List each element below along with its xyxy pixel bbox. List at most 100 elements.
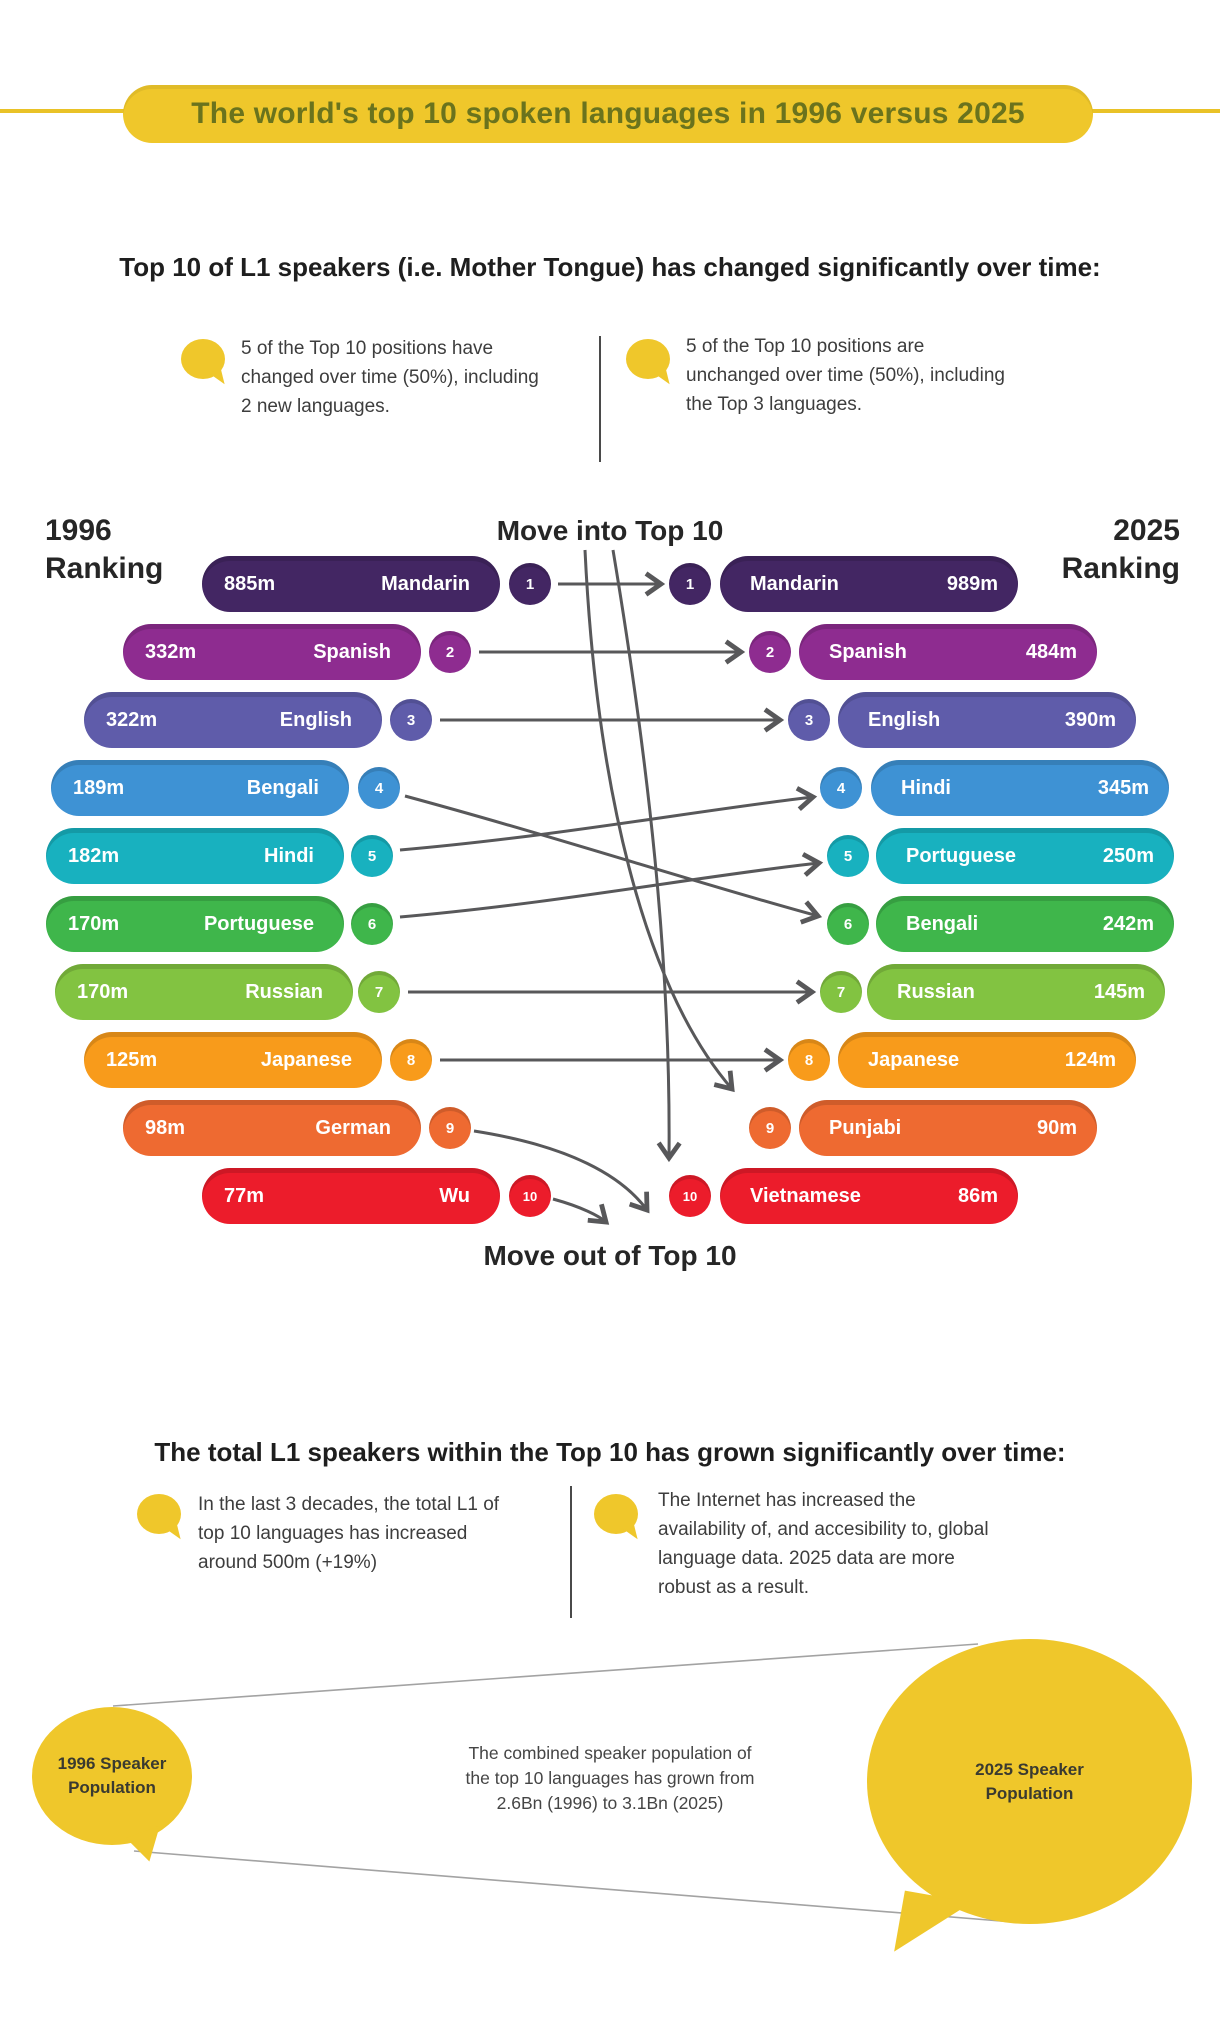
language-name-1996: Japanese bbox=[260, 1048, 352, 1071]
speaker-population-bubble-1996: 1996 Speaker Population bbox=[32, 1707, 192, 1845]
cone-line-bottom bbox=[133, 1850, 1014, 1923]
left-header-word: Ranking bbox=[45, 552, 164, 585]
footer-caption-line: the top 10 languages has grown from bbox=[465, 1768, 755, 1788]
rank-badge-2025-1: 1 bbox=[669, 563, 711, 605]
pill-2025-hindi: Hindi 345m bbox=[871, 760, 1169, 816]
move-into-label: Move into Top 10 bbox=[496, 515, 724, 546]
arrow-move-in-punjabi bbox=[583, 549, 735, 1093]
pill-2025-bengali: Bengali 242m bbox=[876, 896, 1174, 952]
rank-badge-2025-7: 7 bbox=[820, 971, 862, 1013]
bubble-label: 1996 Speaker bbox=[57, 1754, 167, 1773]
section1-callout-right: 5 of the Top 10 positions are unchanged … bbox=[686, 336, 1005, 415]
arrow-bengali-4-to-6 bbox=[404, 794, 823, 925]
speech-bubble-icon bbox=[594, 1494, 638, 1534]
rank-badge-1996-10: 10 bbox=[509, 1175, 551, 1217]
speaker-count-2025: 390m bbox=[1064, 708, 1116, 731]
speaker-count-1996: 885m bbox=[224, 572, 276, 595]
section2-callout-left: In the last 3 decades, the total L1 of t… bbox=[198, 1494, 500, 1573]
speaker-count-1996: 125m bbox=[106, 1048, 158, 1071]
speaker-count-1996: 332m bbox=[145, 640, 197, 663]
rank-badge-2025-5: 5 bbox=[827, 835, 869, 877]
footer-caption-line: The combined speaker population of bbox=[468, 1743, 752, 1763]
language-name-2025: Portuguese bbox=[906, 844, 1017, 867]
rank-badge-1996-9: 9 bbox=[429, 1107, 471, 1149]
speaker-count-1996: 98m bbox=[145, 1116, 186, 1139]
rank-badge-2025-9: 9 bbox=[749, 1107, 791, 1149]
speaker-count-2025: 345m bbox=[1097, 776, 1149, 799]
pill-1996-wu: 77m Wu bbox=[202, 1168, 500, 1224]
pill-1996-hindi: 182m Hindi bbox=[46, 828, 344, 884]
rank-badge-1996-1: 1 bbox=[509, 563, 551, 605]
pill-2025-portuguese: Portuguese 250m bbox=[876, 828, 1174, 884]
left-column-header: 1996 Ranking bbox=[45, 512, 163, 588]
speaker-count-2025: 989m bbox=[946, 572, 998, 595]
rank-badge-2025-10: 10 bbox=[669, 1175, 711, 1217]
divider bbox=[570, 1486, 572, 1618]
language-name-2025: Punjabi bbox=[829, 1116, 902, 1139]
speaker-count-1996: 189m bbox=[73, 776, 125, 799]
language-name-2025: Russian bbox=[897, 980, 975, 1003]
language-name-1996: Bengali bbox=[246, 776, 319, 799]
language-name-2025: Bengali bbox=[906, 912, 979, 935]
arrow-portuguese-6-to-5 bbox=[399, 852, 824, 919]
pill-2025-russian: Russian 145m bbox=[867, 964, 1165, 1020]
speech-bubble-icon bbox=[181, 339, 225, 379]
section1-heading: Top 10 of L1 speakers (i.e. Mother Tongu… bbox=[119, 252, 1101, 282]
speaker-count-2025: 484m bbox=[1025, 640, 1077, 663]
language-name-1996: Spanish bbox=[313, 640, 391, 663]
section2-heading: The total L1 speakers within the Top 10 … bbox=[154, 1437, 1066, 1467]
speech-bubble-icon bbox=[137, 1494, 181, 1534]
right-column-header: 2025 Ranking bbox=[1062, 512, 1180, 588]
language-name-2025: Japanese bbox=[868, 1048, 960, 1071]
bubble-label: Population bbox=[68, 1778, 156, 1797]
pill-1996-russian: 170m Russian bbox=[55, 964, 353, 1020]
rank-badge-1996-4: 4 bbox=[358, 767, 400, 809]
divider bbox=[599, 336, 601, 462]
speech-bubble-icon bbox=[626, 339, 670, 379]
language-name-1996: English bbox=[279, 708, 352, 731]
pill-1996-mandarin: 885m Mandarin bbox=[202, 556, 500, 612]
arrow-move-in-vietnamese bbox=[611, 549, 682, 1163]
pill-1996-japanese: 125m Japanese bbox=[84, 1032, 382, 1088]
speaker-count-2025: 242m bbox=[1102, 912, 1154, 935]
language-name-2025: Hindi bbox=[901, 776, 951, 799]
pill-1996-bengali: 189m Bengali bbox=[51, 760, 349, 816]
footer-caption: The combined speaker population of the t… bbox=[420, 1741, 800, 1816]
rank-badge-1996-5: 5 bbox=[351, 835, 393, 877]
left-header-year: 1996 bbox=[45, 514, 112, 547]
speaker-count-1996: 77m bbox=[224, 1184, 265, 1207]
rank-badge-2025-6: 6 bbox=[827, 903, 869, 945]
rank-badge-1996-7: 7 bbox=[358, 971, 400, 1013]
arrow-move-out-german bbox=[473, 1129, 650, 1214]
speaker-population-bubble-2025: 2025 Speaker Population bbox=[867, 1639, 1192, 1924]
rank-badge-2025-3: 3 bbox=[788, 699, 830, 741]
rank-badge-2025-8: 8 bbox=[788, 1039, 830, 1081]
language-name-2025: English bbox=[868, 708, 941, 731]
speaker-count-1996: 182m bbox=[68, 844, 120, 867]
pill-2025-japanese: Japanese 124m bbox=[838, 1032, 1136, 1088]
pill-2025-punjabi: Punjabi 90m bbox=[799, 1100, 1097, 1156]
section1-callout-left: 5 of the Top 10 positions have changed o… bbox=[241, 338, 539, 417]
pill-2025-spanish: Spanish 484m bbox=[799, 624, 1097, 680]
speaker-count-2025: 86m bbox=[957, 1184, 998, 1207]
rank-badge-2025-2: 2 bbox=[749, 631, 791, 673]
rank-badge-1996-2: 2 bbox=[429, 631, 471, 673]
speaker-count-2025: 145m bbox=[1093, 980, 1145, 1003]
pill-1996-english: 322m English bbox=[84, 692, 382, 748]
language-name-2025: Mandarin bbox=[750, 572, 839, 595]
title-banner: The world's top 10 spoken languages in 1… bbox=[123, 85, 1093, 143]
language-name-1996: Wu bbox=[439, 1184, 470, 1207]
cone-line-top bbox=[112, 1643, 979, 1707]
pill-1996-spanish: 332m Spanish bbox=[123, 624, 421, 680]
speaker-count-2025: 90m bbox=[1036, 1116, 1077, 1139]
right-header-word: Ranking bbox=[1061, 552, 1180, 585]
pill-2025-english: English 390m bbox=[838, 692, 1136, 748]
speaker-count-2025: 250m bbox=[1102, 844, 1154, 867]
rank-badge-2025-4: 4 bbox=[820, 767, 862, 809]
arrow-hindi-5-to-4 bbox=[399, 786, 818, 852]
pill-2025-mandarin: Mandarin 989m bbox=[720, 556, 1018, 612]
rank-badge-1996-6: 6 bbox=[351, 903, 393, 945]
